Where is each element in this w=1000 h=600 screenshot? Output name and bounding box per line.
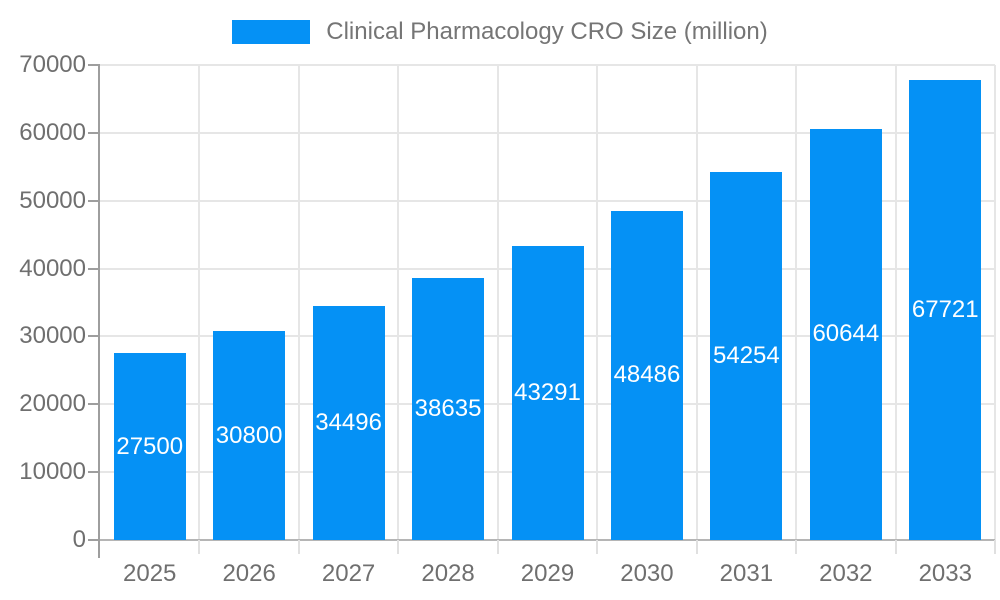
y-tick-label: 70000 xyxy=(19,51,86,78)
x-axis-tick xyxy=(596,540,599,554)
y-tick-label: 30000 xyxy=(19,322,86,350)
chart-legend[interactable]: Clinical Pharmacology CRO Size (million) xyxy=(0,14,1000,50)
x-axis-tick xyxy=(297,540,300,554)
legend-swatch xyxy=(232,20,311,44)
h-gridline xyxy=(100,199,995,202)
x-axis-tick xyxy=(695,540,698,554)
bar-2025[interactable] xyxy=(113,353,186,540)
bar-2026[interactable] xyxy=(213,331,286,540)
v-gridline xyxy=(297,65,300,540)
bar-2030[interactable] xyxy=(610,211,683,540)
x-axis-baseline xyxy=(100,539,995,541)
x-axis-tick xyxy=(994,540,996,554)
v-gridline xyxy=(596,65,599,540)
y-axis-tick xyxy=(88,335,100,338)
bar-2028[interactable] xyxy=(412,277,485,540)
v-gridline xyxy=(198,65,201,540)
y-axis-tick xyxy=(88,471,100,474)
x-axis-tick xyxy=(397,540,400,554)
y-tick-label: 0 xyxy=(72,526,86,553)
x-tick-label: 2026 xyxy=(222,560,276,587)
x-tick-label: 2027 xyxy=(321,560,376,587)
y-axis-tick xyxy=(88,131,100,134)
bar-value-label: 54254 xyxy=(713,341,780,369)
v-gridline xyxy=(795,65,798,540)
v-gridline xyxy=(496,65,499,540)
bar-2032[interactable] xyxy=(809,128,882,540)
y-tick-label: 50000 xyxy=(19,186,86,214)
y-axis-tick xyxy=(88,199,100,202)
v-gridline xyxy=(695,65,698,540)
y-axis-tick xyxy=(88,64,100,66)
y-axis-tick xyxy=(88,539,100,541)
bar-value-label: 43291 xyxy=(514,379,581,407)
y-axis-tick xyxy=(88,267,100,270)
x-tick-label: 2033 xyxy=(918,560,972,587)
x-tick-label: 2029 xyxy=(520,560,575,587)
x-tick-label: 2032 xyxy=(819,560,873,587)
x-axis-tick xyxy=(198,540,201,554)
bar-value-label: 38635 xyxy=(414,394,482,422)
bar-value-label: 30800 xyxy=(215,421,283,449)
y-tick-label: 40000 xyxy=(19,254,86,282)
x-tick-label: 2030 xyxy=(620,560,674,587)
y-tick-label: 10000 xyxy=(19,458,86,486)
y-tick-label: 20000 xyxy=(19,390,86,418)
bar-value-label: 34496 xyxy=(315,408,382,436)
bar-2033[interactable] xyxy=(909,80,982,540)
x-axis-tick xyxy=(795,540,798,554)
bar-value-label: 60644 xyxy=(812,320,880,348)
y-tick-label: 60000 xyxy=(19,118,86,146)
plot-area: 27500 30800 34496 38635 43291 48486 54254 60644… xyxy=(100,64,996,541)
bar-value-label: 67721 xyxy=(911,296,979,324)
x-tick-label: 2025 xyxy=(123,560,177,587)
x-tick-label: 2028 xyxy=(421,560,475,587)
bar-2027[interactable] xyxy=(312,305,385,540)
x-tick-label: 2031 xyxy=(719,560,774,587)
v-gridline xyxy=(397,65,400,540)
h-gridline xyxy=(100,131,995,134)
y-axis-line xyxy=(98,65,100,558)
h-gridline xyxy=(100,64,995,66)
legend-label: Clinical Pharmacology CRO Size (million) xyxy=(326,18,768,45)
x-axis-tick xyxy=(894,540,897,554)
bar-value-label: 27500 xyxy=(116,432,184,460)
bar-value-label: 48486 xyxy=(613,361,681,389)
x-axis-tick xyxy=(496,540,499,554)
bar-2029[interactable] xyxy=(511,246,584,540)
y-axis-tick xyxy=(88,403,100,406)
v-gridline xyxy=(894,65,897,540)
v-gridline xyxy=(994,65,996,540)
bar-2031[interactable] xyxy=(710,171,783,540)
